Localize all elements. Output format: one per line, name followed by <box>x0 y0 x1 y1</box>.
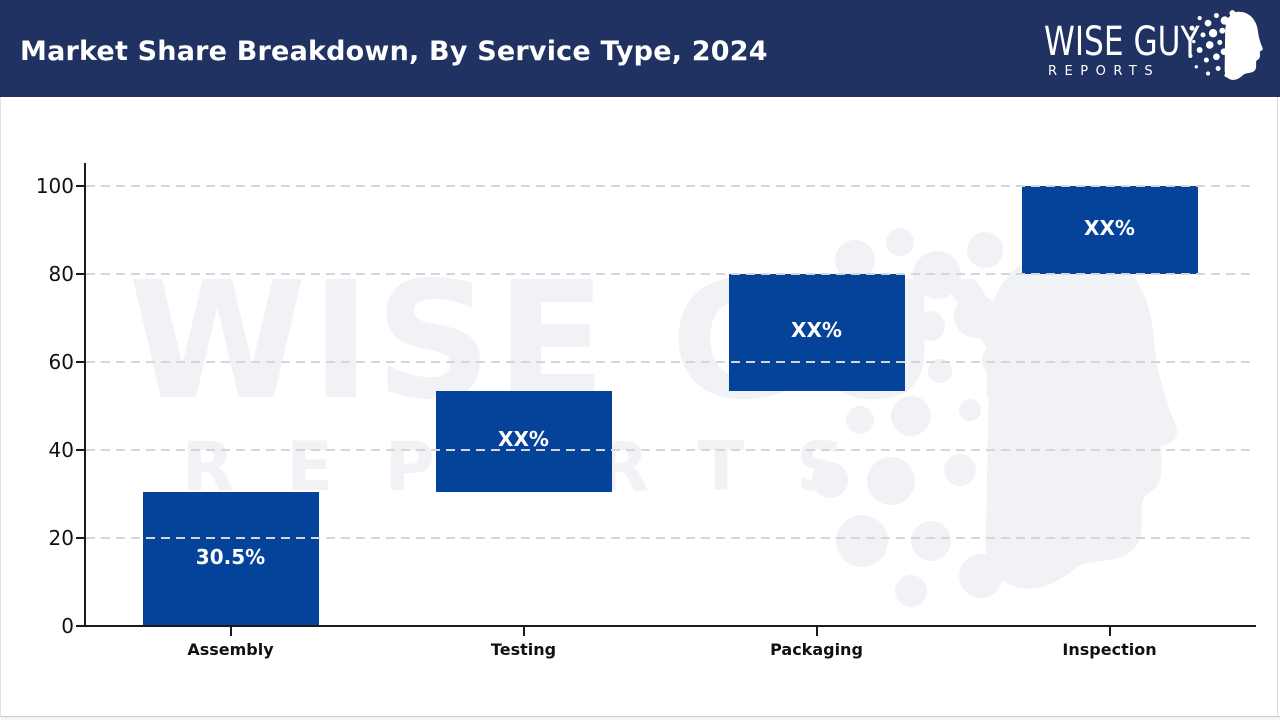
bar-value-label: XX% <box>1084 216 1135 240</box>
logo-brand-name: WISE GUY <box>1044 19 1200 65</box>
wise-guy-logo: WISE GUY REPORTS <box>1016 0 1266 97</box>
bar-value-label: XX% <box>498 427 549 452</box>
gridline <box>86 537 1256 539</box>
y-tick-mark <box>76 273 84 275</box>
bar-testing <box>435 390 612 492</box>
y-tick-mark <box>76 537 84 539</box>
y-tick-mark <box>76 449 84 451</box>
x-category-label: Inspection <box>1062 640 1157 659</box>
y-tick-label: 60 <box>48 350 74 374</box>
gridline <box>86 273 1256 275</box>
header-bar: Market Share Breakdown, By Service Type,… <box>0 0 1280 97</box>
y-tick-label: 100 <box>35 174 74 198</box>
logo-brand-sub: REPORTS <box>1048 64 1161 79</box>
x-tick-mark <box>1108 627 1111 636</box>
y-tick-label: 20 <box>48 526 74 550</box>
y-tick-mark <box>76 625 84 627</box>
logo-text: WISE GUY REPORTS <box>1044 22 1219 79</box>
x-axis-line <box>84 625 1256 627</box>
x-category-label: Testing <box>490 640 557 659</box>
y-tick-label: 40 <box>48 438 74 462</box>
y-tick-label: 0 <box>61 614 74 638</box>
x-tick-mark <box>522 627 525 636</box>
left-border <box>0 97 1 717</box>
x-category-label: Packaging <box>770 640 863 659</box>
y-axis-line <box>84 163 86 627</box>
gridline <box>86 449 1256 451</box>
y-tick-mark <box>76 361 84 363</box>
dotted-head-profile-icon <box>1188 10 1263 80</box>
bar-value-label: XX% <box>791 318 842 343</box>
y-tick-label: 80 <box>48 262 74 286</box>
gridline <box>86 361 1256 363</box>
bar-value-label: 30.5% <box>195 544 266 569</box>
gridline <box>86 185 1256 187</box>
bottom-border <box>0 716 1280 717</box>
page-title: Market Share Breakdown, By Service Type,… <box>20 36 768 67</box>
x-category-label: Assembly <box>187 640 274 659</box>
x-tick-mark <box>229 627 232 636</box>
bottom-strip <box>0 717 1280 720</box>
x-tick-mark <box>815 627 818 636</box>
right-border <box>1277 97 1278 717</box>
bar-assembly <box>142 491 319 626</box>
y-tick-mark <box>76 185 84 187</box>
